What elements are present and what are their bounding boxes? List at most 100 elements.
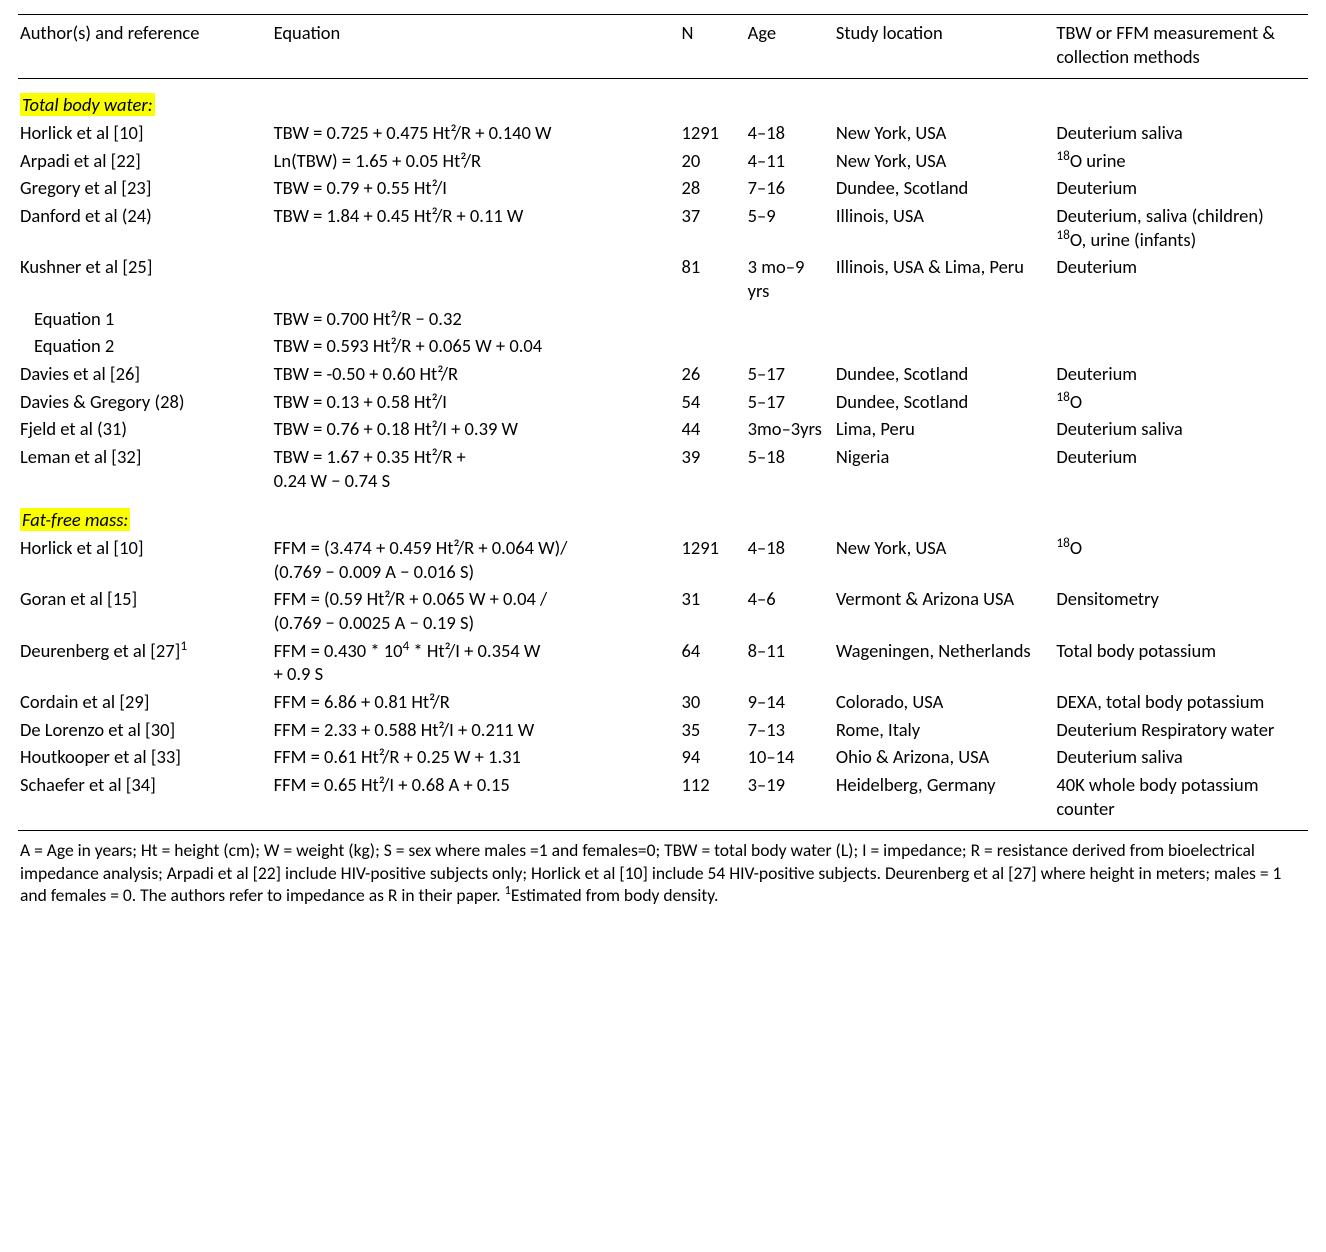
- cell-age: 5–18: [746, 443, 834, 494]
- table-row: Leman et al [32]TBW = 1.67 + 0.35 Ht²/R …: [18, 443, 1308, 494]
- table-row: Gregory et al [23]TBW = 0.79 + 0.55 Ht²/…: [18, 174, 1308, 202]
- cell-method: DEXA, total body potassium: [1054, 688, 1308, 716]
- cell-equation: FFM = 2.33 + 0.588 Ht²/I + 0.211 W: [272, 716, 680, 744]
- cell-location: [834, 305, 1055, 333]
- cell-n: 54: [680, 388, 746, 416]
- cell-n: 30: [680, 688, 746, 716]
- cell-method: 40K whole body potassium counter: [1054, 771, 1308, 831]
- table-row: Equation 1TBW = 0.700 Ht²/R − 0.32: [18, 305, 1308, 333]
- cell-author: Cordain et al [29]: [18, 688, 272, 716]
- cell-location: Colorado, USA: [834, 688, 1055, 716]
- cell-age: 10–14: [746, 743, 834, 771]
- cell-age: 5–9: [746, 202, 834, 253]
- col-n: N: [680, 15, 746, 79]
- cell-n: 44: [680, 415, 746, 443]
- cell-author: Fjeld et al (31): [18, 415, 272, 443]
- cell-age: 3–19: [746, 771, 834, 831]
- cell-method: Deuterium: [1054, 360, 1308, 388]
- cell-age: 4–18: [746, 119, 834, 147]
- cell-n: 94: [680, 743, 746, 771]
- table-row: Equation 2TBW = 0.593 Ht²/R + 0.065 W + …: [18, 332, 1308, 360]
- cell-location: Illinois, USA: [834, 202, 1055, 253]
- cell-method: 18O: [1054, 534, 1308, 585]
- cell-equation: TBW = 0.700 Ht²/R − 0.32: [272, 305, 680, 333]
- cell-location: Dundee, Scotland: [834, 360, 1055, 388]
- section-heading: Fat-free mass:: [18, 494, 1308, 534]
- cell-age: 5–17: [746, 360, 834, 388]
- cell-author: Gregory et al [23]: [18, 174, 272, 202]
- cell-author: Deurenberg et al [27]1: [18, 637, 272, 688]
- table-row: Cordain et al [29]FFM = 6.86 + 0.81 Ht²/…: [18, 688, 1308, 716]
- cell-age: 9–14: [746, 688, 834, 716]
- cell-location: Nigeria: [834, 443, 1055, 494]
- cell-method: Total body potassium: [1054, 637, 1308, 688]
- cell-n: 37: [680, 202, 746, 253]
- cell-location: New York, USA: [834, 147, 1055, 175]
- cell-equation: Ln(TBW) = 1.65 + 0.05 Ht²/R: [272, 147, 680, 175]
- cell-age: 3 mo–9 yrs: [746, 253, 834, 304]
- cell-age: 7–13: [746, 716, 834, 744]
- cell-author: Horlick et al [10]: [18, 534, 272, 585]
- cell-equation: FFM = 0.61 Ht²/R + 0.25 W + 1.31: [272, 743, 680, 771]
- cell-age: 5–17: [746, 388, 834, 416]
- cell-n: 1291: [680, 534, 746, 585]
- cell-location: New York, USA: [834, 119, 1055, 147]
- cell-location: [834, 332, 1055, 360]
- cell-n: 31: [680, 585, 746, 636]
- table-row: Horlick et al [10]TBW = 0.725 + 0.475 Ht…: [18, 119, 1308, 147]
- cell-age: 7–16: [746, 174, 834, 202]
- cell-location: Illinois, USA & Lima, Peru: [834, 253, 1055, 304]
- cell-author: Arpadi et al [22]: [18, 147, 272, 175]
- cell-equation: FFM = (0.59 Ht²/R + 0.065 W + 0.04 /(0.7…: [272, 585, 680, 636]
- table-header-row: Author(s) and reference Equation N Age S…: [18, 15, 1308, 79]
- cell-age: 8–11: [746, 637, 834, 688]
- table-row: Davies & Gregory (28)TBW = 0.13 + 0.58 H…: [18, 388, 1308, 416]
- cell-equation: TBW = 0.76 + 0.18 Ht²/I + 0.39 W: [272, 415, 680, 443]
- cell-author: Goran et al [15]: [18, 585, 272, 636]
- section-heading-row: Total body water:: [18, 79, 1308, 119]
- cell-method: Deuterium: [1054, 253, 1308, 304]
- cell-age: 4–6: [746, 585, 834, 636]
- cell-age: 3mo–3yrs: [746, 415, 834, 443]
- cell-method: [1054, 305, 1308, 333]
- cell-method: 18O: [1054, 388, 1308, 416]
- cell-equation: FFM = 6.86 + 0.81 Ht²/R: [272, 688, 680, 716]
- cell-equation: FFM = 0.65 Ht²/I + 0.68 A + 0.15: [272, 771, 680, 831]
- cell-method: Deuterium, saliva (children)18O, urine (…: [1054, 202, 1308, 253]
- section-heading-row: Fat-free mass:: [18, 494, 1308, 534]
- cell-location: New York, USA: [834, 534, 1055, 585]
- cell-method: [1054, 332, 1308, 360]
- cell-author: Equation 2: [18, 332, 272, 360]
- cell-equation: FFM = 0.430 * 104 * Ht²/I + 0.354 W+ 0.9…: [272, 637, 680, 688]
- cell-n: 20: [680, 147, 746, 175]
- cell-method: Deuterium Respiratory water: [1054, 716, 1308, 744]
- cell-equation: FFM = (3.474 + 0.459 Ht²/R + 0.064 W)/(0…: [272, 534, 680, 585]
- table-row: Danford et al (24)TBW = 1.84 + 0.45 Ht²/…: [18, 202, 1308, 253]
- cell-author: Equation 1: [18, 305, 272, 333]
- cell-n: 1291: [680, 119, 746, 147]
- cell-n: [680, 305, 746, 333]
- cell-n: 35: [680, 716, 746, 744]
- table-row: Horlick et al [10]FFM = (3.474 + 0.459 H…: [18, 534, 1308, 585]
- table-row: Davies et al [26]TBW = -0.50 + 0.60 Ht²/…: [18, 360, 1308, 388]
- cell-author: De Lorenzo et al [30]: [18, 716, 272, 744]
- cell-age: 4–18: [746, 534, 834, 585]
- cell-equation: TBW = 0.593 Ht²/R + 0.065 W + 0.04: [272, 332, 680, 360]
- cell-method: Densitometry: [1054, 585, 1308, 636]
- col-equation: Equation: [272, 15, 680, 79]
- table-row: Arpadi et al [22]Ln(TBW) = 1.65 + 0.05 H…: [18, 147, 1308, 175]
- cell-equation: [272, 253, 680, 304]
- cell-equation: TBW = -0.50 + 0.60 Ht²/R: [272, 360, 680, 388]
- cell-author: Davies et al [26]: [18, 360, 272, 388]
- cell-equation: TBW = 1.84 + 0.45 Ht²/R + 0.11 W: [272, 202, 680, 253]
- cell-method: Deuterium: [1054, 174, 1308, 202]
- cell-location: Wageningen, Netherlands: [834, 637, 1055, 688]
- cell-author: Horlick et al [10]: [18, 119, 272, 147]
- cell-author: Kushner et al [25]: [18, 253, 272, 304]
- cell-method: Deuterium saliva: [1054, 119, 1308, 147]
- cell-location: Rome, Italy: [834, 716, 1055, 744]
- col-method: TBW or FFM measurement & collection meth…: [1054, 15, 1308, 79]
- cell-author: Houtkooper et al [33]: [18, 743, 272, 771]
- cell-method: 18O urine: [1054, 147, 1308, 175]
- cell-n: 28: [680, 174, 746, 202]
